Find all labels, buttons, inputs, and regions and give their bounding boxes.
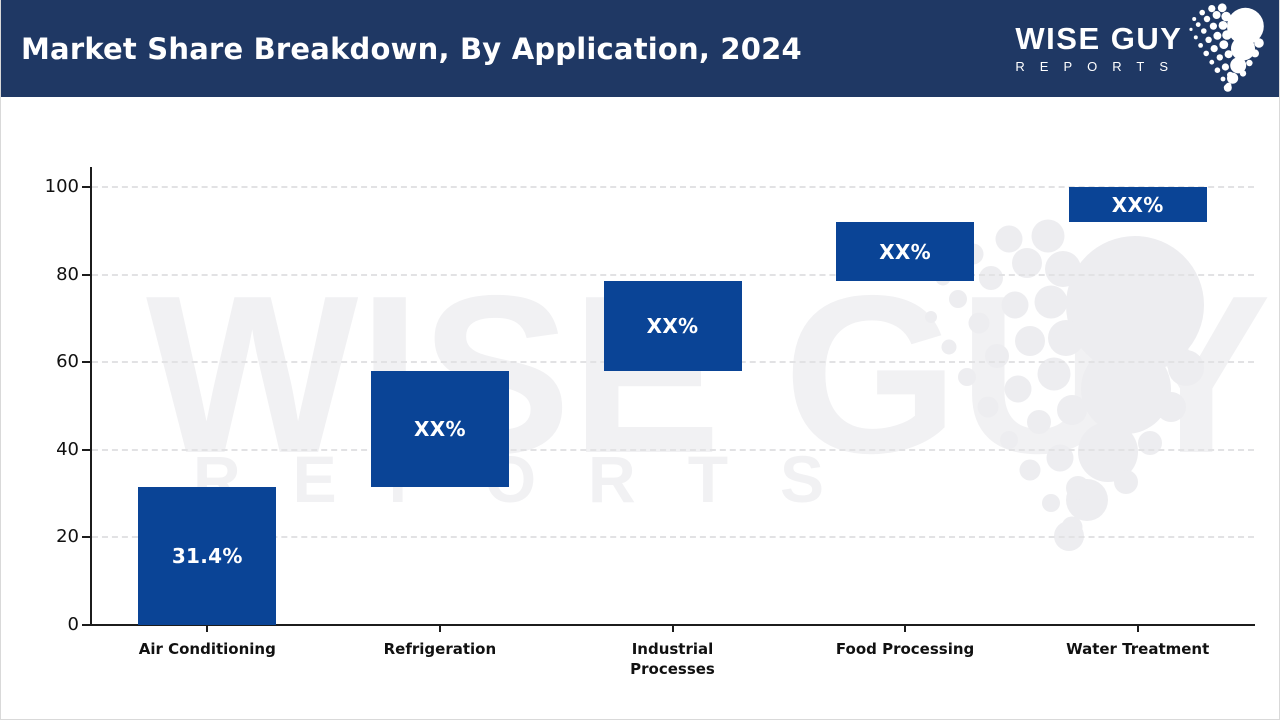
x-axis-line [89,624,1255,626]
gridline [92,273,1254,276]
x-tick-mark [438,626,441,632]
brand-logo: WISE GUY REPORTS [1015,2,1267,95]
y-tick-label: 0 [67,614,79,635]
bar-food-processing: XX% [836,222,975,282]
bar-air-conditioning: 31.4% [138,487,277,625]
x-category-label: Water Treatment [1066,640,1210,658]
header: Market Share Breakdown, By Application, … [1,0,1279,97]
page-title: Market Share Breakdown, By Application, … [21,31,802,66]
logo-sub-text: REPORTS [1015,59,1183,74]
logo-face-icon [1189,2,1264,92]
y-tick-label: 100 [44,176,79,197]
x-tick-mark [206,626,209,632]
x-category-label: Food Processing [835,640,975,658]
y-tick-label: 40 [56,438,79,460]
logo-text: WISE GUY REPORTS [1015,23,1183,74]
bar-value-label: XX% [414,417,466,442]
y-tick-label: 60 [56,351,79,373]
gridline [92,536,1254,539]
y-tick-mark [82,448,90,451]
x-tick-mark [904,626,907,632]
y-tick-label: 20 [56,526,79,548]
y-tick-mark [82,361,90,364]
x-category-label: Refrigeration [383,640,497,658]
bar-refrigeration: XX% [370,370,509,488]
gridline [92,448,1254,451]
bar-value-label: XX% [879,239,931,264]
y-tick-mark [82,273,90,276]
y-tick-mark [82,536,90,539]
y-tick-label: 80 [56,263,79,285]
bar-value-label: XX% [646,314,699,339]
watermark-text-line2: REPORTS [193,442,877,516]
gridline [92,186,1254,188]
y-axis-line [90,167,92,626]
bar-industrial-processes: XX% [603,281,742,371]
bar-water-treatment: XX% [1068,187,1207,223]
bar-value-label: 31.4% [171,544,243,569]
y-tick-mark [82,624,90,626]
logo-brand-text: WISE GUY [1015,21,1183,56]
x-category-label: Air Conditioning [138,640,276,658]
x-tick-mark [1136,626,1139,632]
x-category-label: Industrial Processes [630,640,715,679]
bar-value-label: XX% [1111,192,1164,217]
y-tick-mark [82,186,90,188]
x-tick-mark [671,626,674,632]
